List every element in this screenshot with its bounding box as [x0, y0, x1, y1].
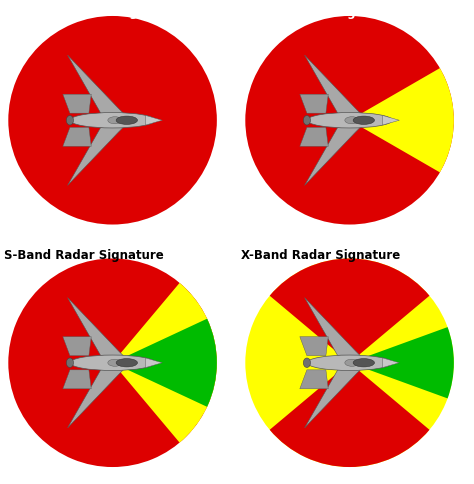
Wedge shape [270, 259, 429, 363]
Polygon shape [67, 369, 124, 428]
Polygon shape [300, 95, 328, 114]
Ellipse shape [70, 355, 155, 371]
Polygon shape [67, 298, 124, 357]
Ellipse shape [108, 118, 122, 124]
Polygon shape [304, 369, 361, 428]
Ellipse shape [303, 358, 310, 368]
Polygon shape [383, 116, 399, 126]
Polygon shape [304, 56, 361, 115]
Ellipse shape [70, 113, 155, 129]
Ellipse shape [345, 118, 359, 124]
Polygon shape [146, 358, 162, 368]
Wedge shape [245, 259, 454, 467]
Ellipse shape [66, 116, 73, 126]
Polygon shape [300, 337, 328, 356]
Ellipse shape [108, 360, 122, 366]
Wedge shape [8, 259, 217, 467]
Ellipse shape [353, 117, 374, 125]
Polygon shape [63, 95, 91, 114]
Ellipse shape [116, 359, 137, 367]
Polygon shape [300, 370, 328, 389]
Polygon shape [63, 128, 91, 147]
Polygon shape [146, 116, 162, 126]
Text: VHF-Band Radar Signature: VHF-Band Radar Signature [4, 6, 182, 19]
Wedge shape [113, 283, 217, 443]
Wedge shape [349, 69, 454, 173]
Text: S-Band Radar Signature: S-Band Radar Signature [4, 248, 164, 261]
Polygon shape [67, 127, 124, 186]
Wedge shape [8, 17, 217, 225]
Text: L-Band Radar Signature: L-Band Radar Signature [240, 6, 399, 19]
Ellipse shape [66, 358, 73, 368]
Ellipse shape [303, 116, 310, 126]
Wedge shape [113, 319, 217, 407]
Wedge shape [270, 363, 429, 467]
Ellipse shape [353, 359, 374, 367]
Polygon shape [304, 127, 361, 186]
Polygon shape [67, 56, 124, 115]
Wedge shape [245, 17, 454, 225]
Ellipse shape [307, 113, 392, 129]
Ellipse shape [116, 117, 137, 125]
Wedge shape [349, 327, 454, 399]
Text: X-Band Radar Signature: X-Band Radar Signature [240, 248, 400, 261]
Polygon shape [304, 298, 361, 357]
Ellipse shape [307, 355, 392, 371]
Polygon shape [300, 128, 328, 147]
Polygon shape [63, 370, 91, 389]
Polygon shape [63, 337, 91, 356]
Ellipse shape [345, 360, 359, 366]
Polygon shape [383, 358, 399, 368]
